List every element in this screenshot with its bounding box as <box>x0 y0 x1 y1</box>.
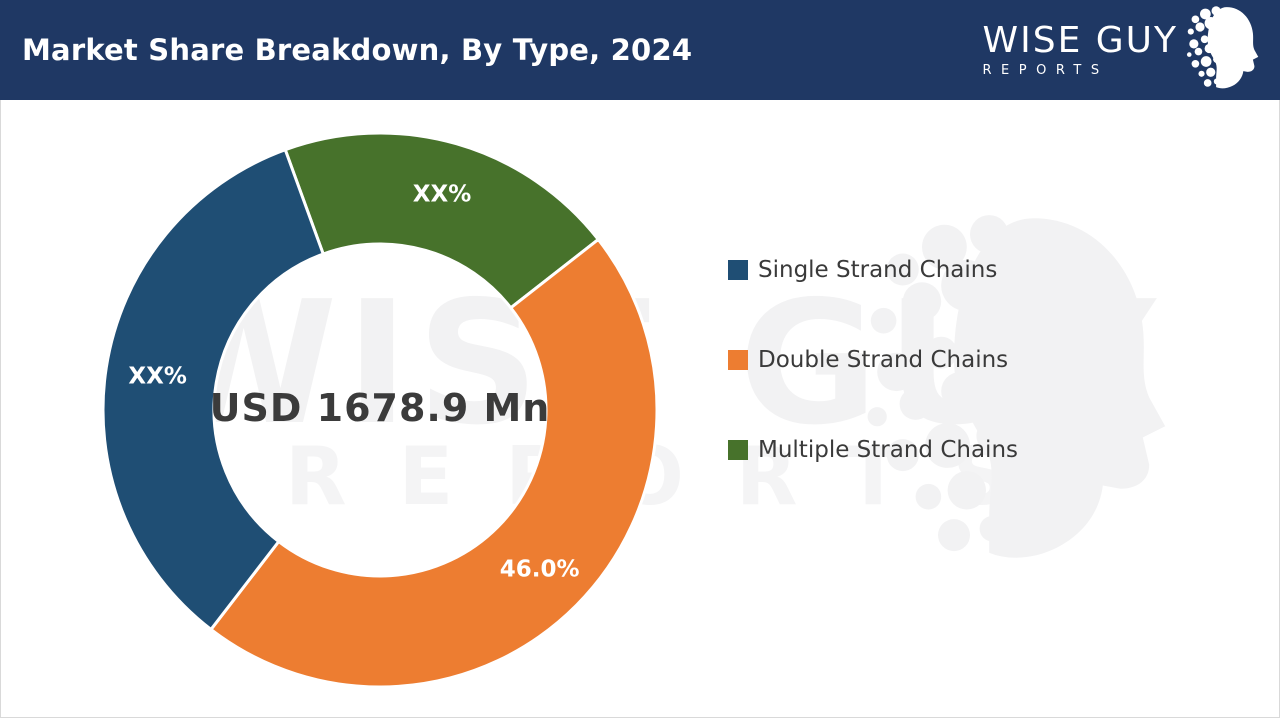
slice-label: XX% <box>128 364 187 390</box>
legend-swatch <box>728 350 748 370</box>
logo-subtitle: REPORTS <box>982 63 1109 78</box>
legend-swatch <box>728 260 748 280</box>
wiseguy-logo: WISE GUY REPORTS <box>983 4 1267 96</box>
donut-segment <box>209 237 659 689</box>
legend-swatch <box>728 440 748 460</box>
chart-legend: Single Strand Chains Double Strand Chain… <box>728 248 1018 518</box>
logo-text: WISE GUY REPORTS <box>982 20 1179 79</box>
page-title: Market Share Breakdown, By Type, 2024 <box>22 33 693 67</box>
legend-item: Multiple Strand Chains <box>728 428 1018 472</box>
logo-wordmark: WISE GUY <box>982 20 1178 61</box>
legend-item: Double Strand Chains <box>728 338 1018 382</box>
slice-label: 46.0% <box>500 557 580 583</box>
donut-slice-labels: XX% 46.0% XX% <box>128 182 579 583</box>
legend-item: Single Strand Chains <box>728 248 1018 292</box>
donut-segment <box>283 131 600 310</box>
donut-center-value: USD 1678.9 Mn <box>209 386 551 430</box>
slice-label: XX% <box>413 182 472 208</box>
donut-slices <box>101 131 659 689</box>
donut-segment <box>101 148 325 631</box>
legend-label: Double Strand Chains <box>758 347 1009 373</box>
legend-label: Single Strand Chains <box>758 257 998 283</box>
legend-label: Multiple Strand Chains <box>758 437 1019 463</box>
logo-face-icon <box>1186 6 1259 89</box>
header-bar: Market Share Breakdown, By Type, 2024 WI… <box>0 0 1280 100</box>
